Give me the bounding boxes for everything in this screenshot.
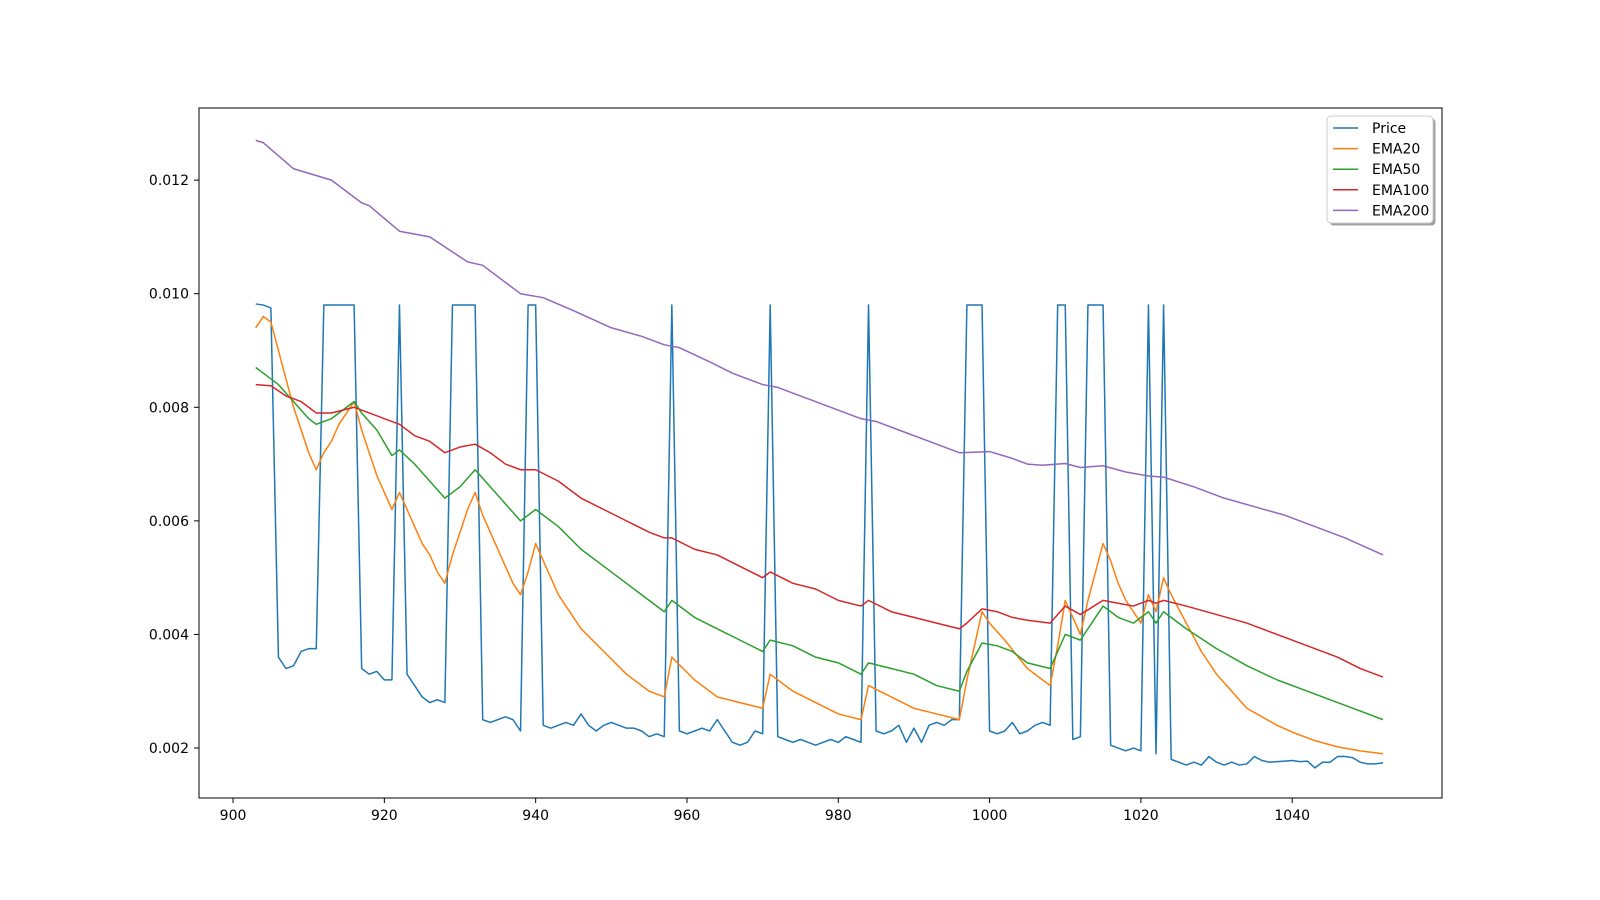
legend-item-ema100: EMA100: [1333, 183, 1429, 199]
x-tick-label: 1020: [1123, 808, 1159, 824]
y-tick-label: 0.002: [149, 741, 189, 757]
legend-label: EMA100: [1372, 183, 1429, 199]
legend-label: Price: [1372, 121, 1406, 137]
series-line-ema200: [255, 139, 1384, 556]
series-line-price: [255, 303, 1384, 769]
series-line-ema50: [255, 366, 1384, 721]
x-tick-label: 920: [371, 808, 398, 824]
x-tick-label: 1000: [972, 808, 1008, 824]
x-tick-label: 900: [220, 808, 247, 824]
x-tick-label: 960: [674, 808, 701, 824]
axes-frame: [198, 107, 1443, 799]
y-tick-label: 0.010: [149, 287, 189, 303]
series-line-ema100: [255, 383, 1384, 678]
x-tick-label: 940: [522, 808, 549, 824]
y-tick-label: 0.008: [149, 400, 189, 416]
legend-item-ema20: EMA20: [1333, 142, 1420, 158]
x-axis: 900 920 940 960 980 1000 1020 1040: [220, 798, 1310, 824]
legend-label: EMA20: [1372, 142, 1420, 158]
legend-item-price: Price: [1333, 121, 1406, 137]
legend-item-ema200: EMA200: [1333, 203, 1429, 219]
y-axis: 0.002 0.004 0.006 0.008 0.010 0.012: [149, 173, 199, 757]
legend-item-ema50: EMA50: [1333, 162, 1420, 178]
legend-label: EMA50: [1372, 162, 1420, 178]
legend-box: [1326, 115, 1434, 224]
legend: Price EMA20 EMA50 EMA100 EMA200: [1326, 115, 1436, 226]
legend-label: EMA200: [1372, 203, 1429, 219]
x-tick-label: 980: [825, 808, 852, 824]
y-tick-label: 0.006: [149, 514, 189, 530]
x-tick-label: 1040: [1274, 808, 1310, 824]
y-tick-label: 0.012: [149, 173, 189, 189]
series-line-ema20: [255, 315, 1384, 755]
y-tick-label: 0.004: [149, 627, 189, 643]
